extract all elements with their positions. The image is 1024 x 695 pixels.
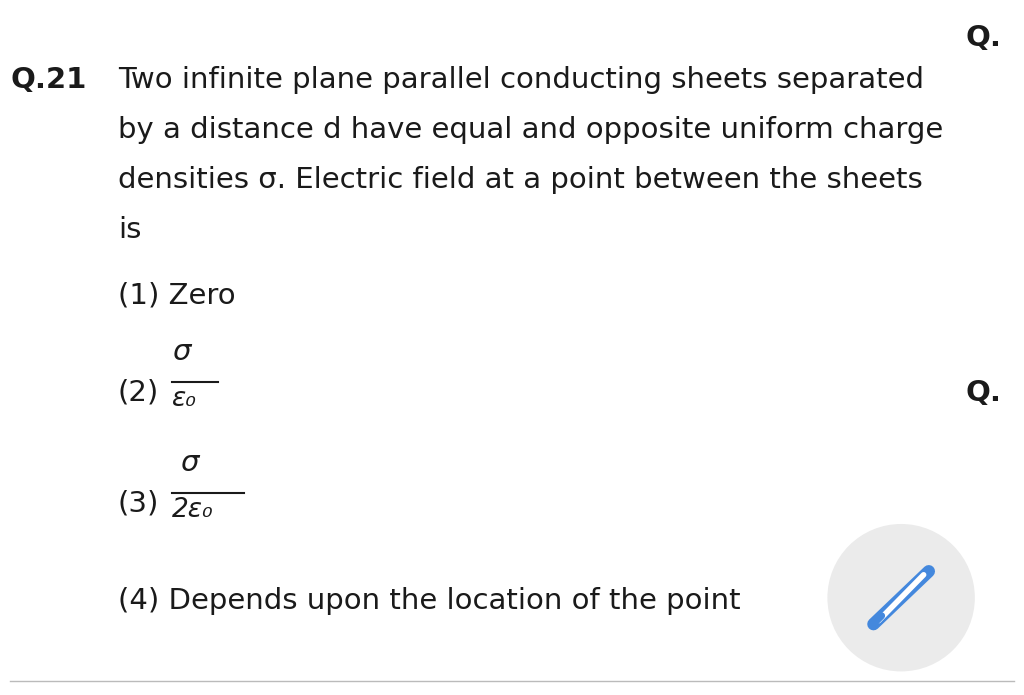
Text: Q.21: Q.21 [10, 66, 87, 94]
Text: σ: σ [180, 450, 199, 477]
Text: (1) Zero: (1) Zero [118, 281, 236, 309]
Text: Two infinite plane parallel conducting sheets separated: Two infinite plane parallel conducting s… [118, 66, 924, 94]
Text: is: is [118, 216, 141, 244]
Text: (3): (3) [118, 490, 159, 518]
Text: 2ε₀: 2ε₀ [172, 497, 214, 523]
Text: densities σ. Electric field at a point between the sheets: densities σ. Electric field at a point b… [118, 166, 923, 194]
Text: ε₀: ε₀ [172, 386, 197, 411]
Text: σ: σ [172, 338, 190, 366]
Text: Q.: Q. [966, 379, 1001, 407]
Text: Q.: Q. [966, 24, 1001, 52]
Text: (4) Depends upon the location of the point: (4) Depends upon the location of the poi… [118, 587, 740, 615]
Text: by a distance d have equal and opposite uniform charge: by a distance d have equal and opposite … [118, 116, 943, 144]
Text: (2): (2) [118, 379, 159, 407]
